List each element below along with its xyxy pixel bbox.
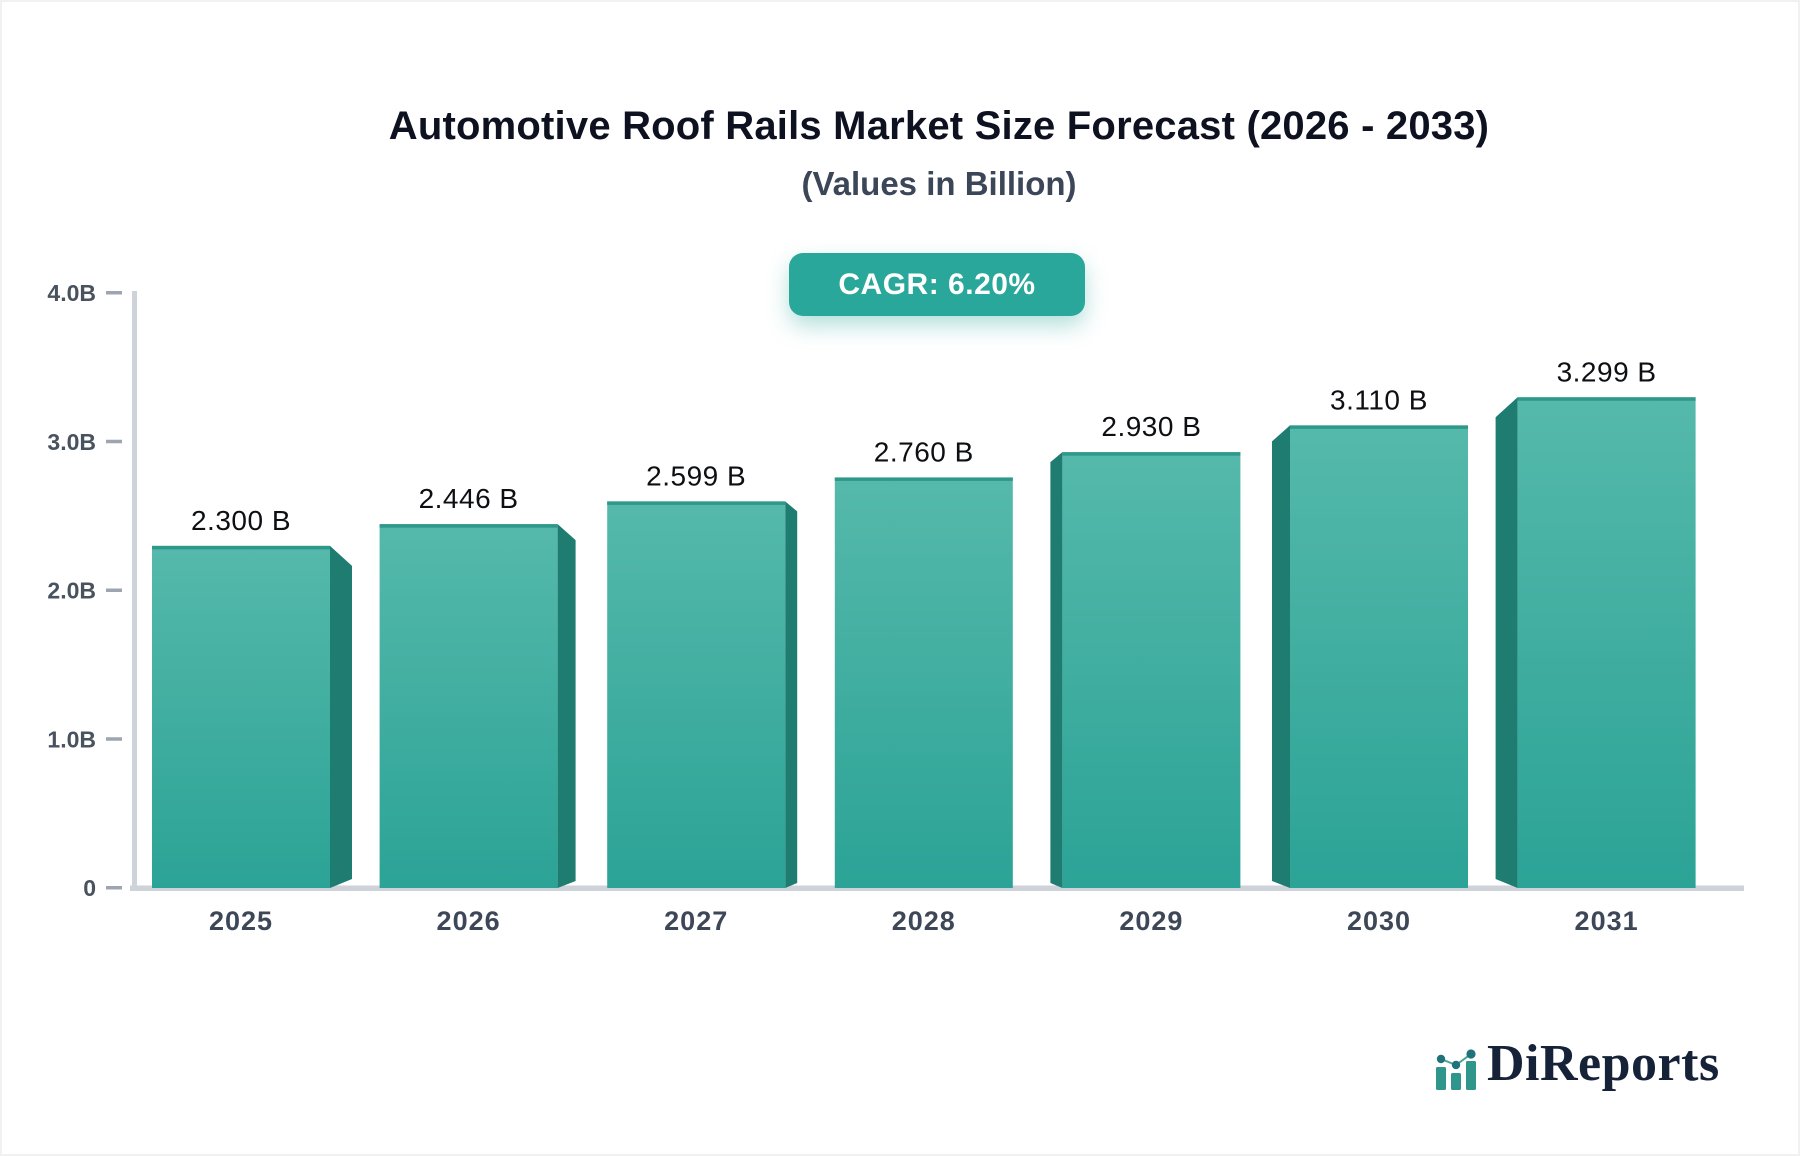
x-category-label: 2025: [209, 906, 273, 936]
y-tick-label: 3.0B: [47, 429, 96, 455]
bar-top-edge-2028: [834, 477, 1013, 481]
x-category-label: 2030: [1347, 906, 1411, 936]
brand-logo: DiReports: [1435, 1034, 1720, 1090]
x-category-label: 2026: [437, 906, 501, 936]
bar-top-edge-2030: [1290, 425, 1468, 429]
y-tick: [106, 439, 122, 444]
bar-top-edge-2027: [607, 501, 786, 505]
brand-chart-icon: [1436, 1049, 1476, 1090]
bar-value-label: 3.110 B: [1330, 384, 1428, 415]
bar-value-label: 2.599 B: [646, 460, 746, 491]
bar-side-face-2025: [330, 545, 352, 888]
y-axis-line: [132, 291, 137, 891]
chart-subtitle: (Values in Billion): [801, 165, 1077, 202]
bar-2027[interactable]: [607, 501, 786, 888]
bar-top-edge-2031: [1517, 397, 1696, 401]
cagr-badge-label: CAGR: 6.20%: [838, 267, 1036, 301]
y-tick-label: 2.0B: [47, 578, 96, 604]
x-category-label: 2027: [664, 906, 728, 936]
bar-top-edge-2026: [379, 524, 558, 528]
bar-value-label: 2.930 B: [1101, 411, 1201, 442]
x-category-label: 2028: [892, 906, 956, 936]
y-tick: [106, 291, 122, 295]
y-tick-label: 0: [83, 875, 96, 901]
bar-side-face-2027: [785, 501, 798, 888]
bar-top-edge-2029: [1062, 452, 1241, 456]
cagr-badge: CAGR: 6.20%: [789, 253, 1085, 316]
y-tick-label: 1.0B: [47, 726, 96, 752]
bar-2029[interactable]: [1062, 452, 1241, 888]
bar-2025[interactable]: [152, 545, 330, 888]
bar-side-face-2030: [1272, 425, 1290, 888]
bar-top-edge-2025: [152, 545, 330, 550]
x-category-label: 2031: [1575, 906, 1639, 936]
y-tick-label: 4.0B: [47, 280, 96, 306]
brand-name: DiReports: [1487, 1035, 1720, 1092]
y-tick: [106, 886, 122, 890]
bar-side-face-2026: [557, 524, 576, 888]
y-tick: [106, 737, 122, 741]
bar-value-label: 2.446 B: [419, 483, 519, 514]
bar-side-face-2029: [1050, 452, 1063, 888]
bar-value-label: 2.300 B: [191, 505, 291, 536]
bar-2031[interactable]: [1517, 397, 1696, 888]
bar-value-label: 3.299 B: [1557, 356, 1657, 387]
x-axis-line: [130, 885, 1744, 891]
bar-2028[interactable]: [834, 477, 1013, 888]
y-tick: [106, 588, 122, 592]
bar-2030[interactable]: [1290, 425, 1468, 888]
x-category-label: 2029: [1119, 906, 1183, 936]
bar-2026[interactable]: [379, 524, 558, 888]
bar-value-label: 2.760 B: [874, 436, 974, 467]
bar-side-face-2031: [1495, 397, 1518, 888]
chart-title: Automotive Roof Rails Market Size Foreca…: [388, 104, 1490, 148]
